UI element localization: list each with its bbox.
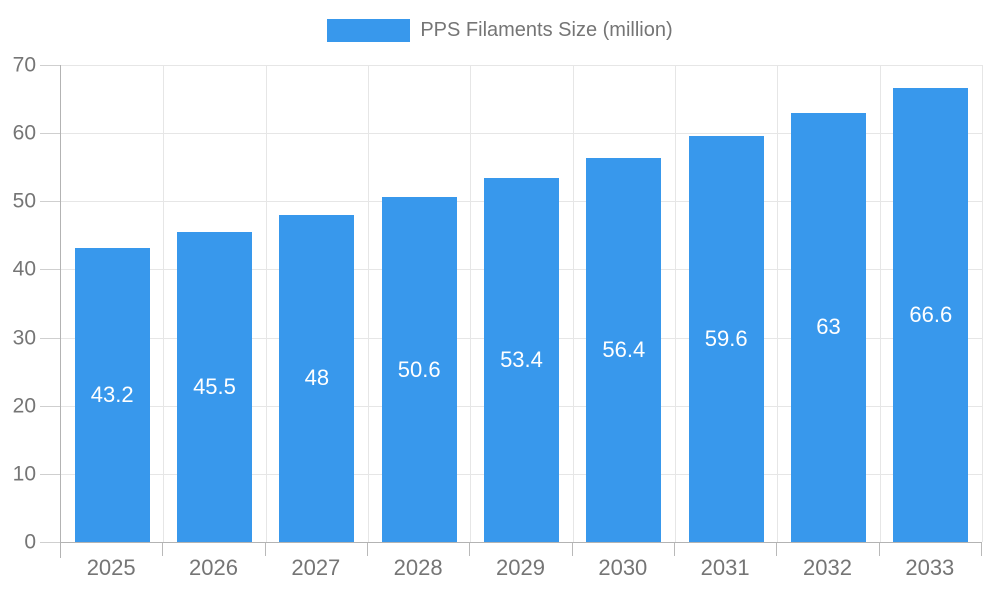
y-axis-label-30: 30 xyxy=(12,326,36,350)
y-axis-labels: 0 10 20 30 40 50 60 70 xyxy=(0,55,36,553)
x-axis-label-2026: 2026 xyxy=(189,555,238,580)
x-tick-1 xyxy=(162,543,164,556)
legend-swatch-icon xyxy=(327,19,411,42)
x-axis-label-2025: 2025 xyxy=(86,555,136,580)
legend-item-pps-filaments[interactable]: PPS Filaments Size (million) xyxy=(327,19,673,42)
y-axis-label-50: 50 xyxy=(12,189,36,213)
gridline-x-9 xyxy=(982,65,983,542)
y-tick-40 xyxy=(40,269,60,271)
gridline-x-4 xyxy=(470,65,472,542)
bar-value-label: 50.6 xyxy=(397,356,441,382)
bar-2027[interactable]: 48 xyxy=(279,214,355,542)
x-axis-label-2031: 2031 xyxy=(700,555,750,580)
plot-area: 43.2 45.5 48 50.6 53.4 56.4 59.6 63 66.6 xyxy=(60,65,983,543)
x-tick-7 xyxy=(776,543,778,556)
gridline-x-7 xyxy=(777,65,779,542)
bar-2032[interactable]: 63 xyxy=(791,112,866,542)
gridline-x-8 xyxy=(879,65,881,542)
y-tick-70 xyxy=(40,65,60,66)
legend-label: PPS Filaments Size (million) xyxy=(420,19,673,41)
y-tick-60 xyxy=(40,133,60,135)
y-tick-50 xyxy=(40,201,60,203)
bar-2025[interactable]: 43.2 xyxy=(74,247,150,542)
gridline-x-3 xyxy=(367,65,369,542)
gridline-y-70 xyxy=(61,65,982,66)
gridline-x-5 xyxy=(572,65,574,542)
y-tick-30 xyxy=(40,337,60,339)
gridline-x-6 xyxy=(674,65,676,542)
bar-2029[interactable]: 53.4 xyxy=(484,178,559,542)
y-axis-label-20: 20 xyxy=(12,394,36,418)
x-axis-labels: 2025 2026 2027 2028 2029 2030 2031 2032 2033 xyxy=(60,553,981,585)
bar-value-label: 53.4 xyxy=(500,347,543,373)
x-axis-label-2033: 2033 xyxy=(905,555,955,580)
y-axis-label-60: 60 xyxy=(12,121,36,145)
bar-value-label: 45.5 xyxy=(193,373,236,399)
bar-2030[interactable]: 56.4 xyxy=(586,157,662,542)
x-axis-label-2030: 2030 xyxy=(598,555,648,580)
x-axis-label-2027: 2027 xyxy=(291,555,341,580)
bar-value-label: 43.2 xyxy=(90,381,134,407)
y-axis-label-70: 70 xyxy=(12,53,36,77)
x-tick-5 xyxy=(571,543,573,556)
bar-2031[interactable]: 59.6 xyxy=(688,135,764,542)
bar-value-label: 66.6 xyxy=(909,302,953,328)
bar-2026[interactable]: 45.5 xyxy=(177,231,252,542)
bar-2033[interactable]: 66.6 xyxy=(893,88,969,542)
x-axis-ticks xyxy=(60,543,982,558)
gridline-x-2 xyxy=(265,65,267,542)
x-axis-label-2029: 2029 xyxy=(496,555,545,580)
bar-value-label: 56.4 xyxy=(602,336,646,362)
gridline-y-60 xyxy=(61,133,982,135)
x-tick-9 xyxy=(981,543,982,556)
bar-2028[interactable]: 50.6 xyxy=(381,197,457,542)
legend: PPS Filaments Size (million) xyxy=(0,19,1000,42)
y-tick-20 xyxy=(40,405,60,407)
x-tick-2 xyxy=(264,543,266,556)
x-axis-label-2032: 2032 xyxy=(803,555,852,580)
x-axis-label-2028: 2028 xyxy=(393,555,443,580)
y-axis-label-0: 0 xyxy=(24,530,36,554)
y-tick-10 xyxy=(40,473,60,475)
gridline-x-1 xyxy=(163,65,165,542)
bar-value-label: 59.6 xyxy=(704,325,748,351)
bar-value-label: 63 xyxy=(816,314,841,340)
x-tick-6 xyxy=(673,543,675,556)
y-axis-ticks xyxy=(40,65,60,543)
y-axis-label-40: 40 xyxy=(12,257,36,281)
bar-value-label: 48 xyxy=(304,365,330,391)
y-tick-0 xyxy=(40,542,60,543)
x-tick-0 xyxy=(60,543,61,558)
y-axis-label-10: 10 xyxy=(12,462,36,486)
x-tick-4 xyxy=(469,543,471,556)
x-tick-3 xyxy=(366,543,368,556)
x-tick-8 xyxy=(878,543,880,556)
